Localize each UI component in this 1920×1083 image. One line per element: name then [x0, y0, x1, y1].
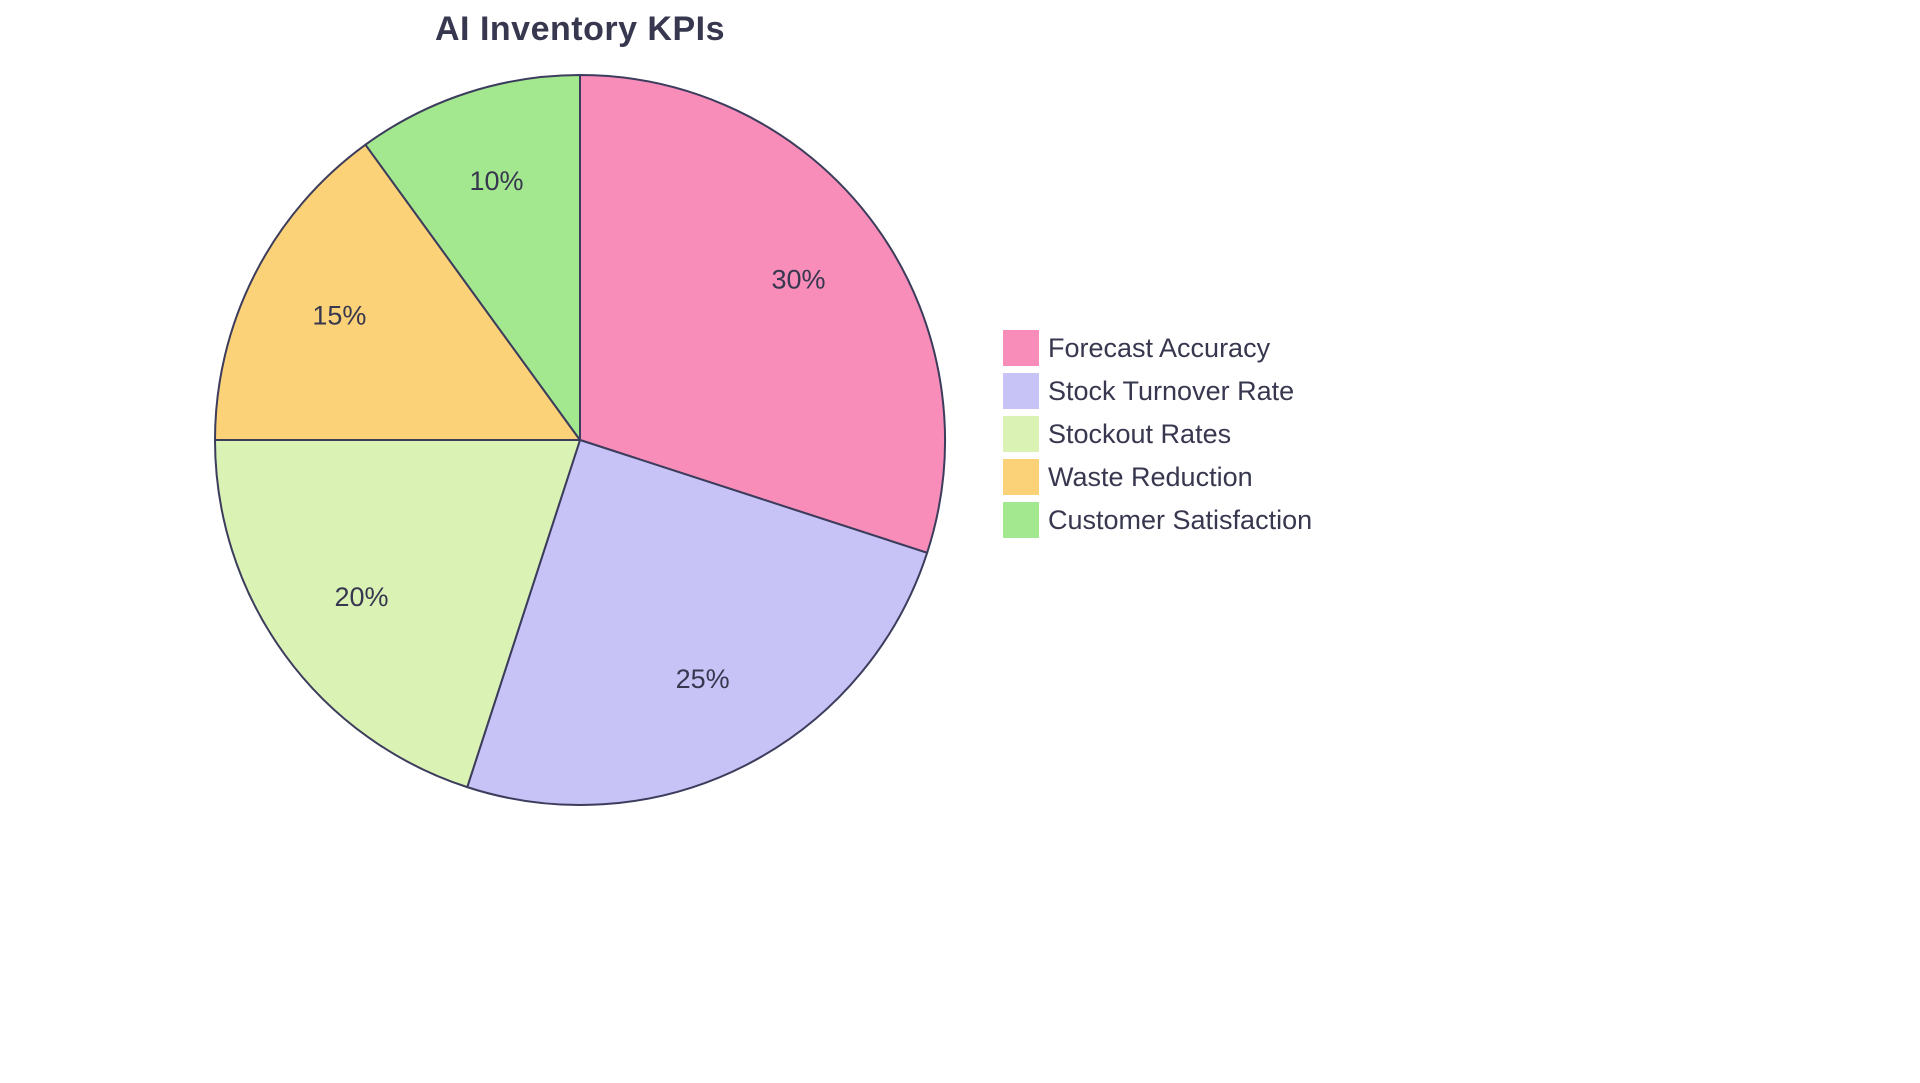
pie-slice — [214, 143, 581, 441]
slice-value-label: 25% — [676, 664, 730, 694]
legend-swatch — [1003, 502, 1039, 538]
legend-item: Waste Reduction — [1003, 459, 1312, 495]
legend-item: Forecast Accuracy — [1003, 330, 1312, 366]
legend-item: Customer Satisfaction — [1003, 502, 1312, 538]
legend: Forecast Accuracy Stock Turnover Rate Stoc… — [1003, 330, 1312, 538]
legend-label: Stockout Rates — [1048, 418, 1232, 449]
pie-slice — [466, 439, 929, 806]
slice-value-label: 15% — [312, 301, 366, 331]
legend-label: Customer Satisfaction — [1048, 504, 1313, 535]
pie-slice — [579, 74, 946, 554]
chart-title: AI Inventory KPIs — [434, 10, 726, 48]
pie-slice — [364, 74, 581, 441]
legend-label: Stock Turnover Rate — [1048, 375, 1295, 406]
slice-value-label: 10% — [470, 166, 524, 196]
legend-label: Forecast Accuracy — [1048, 332, 1271, 363]
slice-value-label: 30% — [771, 264, 825, 294]
legend-swatch — [1003, 459, 1039, 495]
legend-swatch — [1003, 416, 1039, 452]
legend-item: Stock Turnover Rate — [1003, 373, 1312, 409]
legend-item: Stockout Rates — [1003, 416, 1312, 452]
legend-label: Waste Reduction — [1048, 461, 1253, 492]
legend-swatch — [1003, 373, 1039, 409]
legend-swatch — [1003, 330, 1039, 366]
slice-value-label: 20% — [334, 582, 388, 612]
pie-slice — [214, 439, 581, 789]
